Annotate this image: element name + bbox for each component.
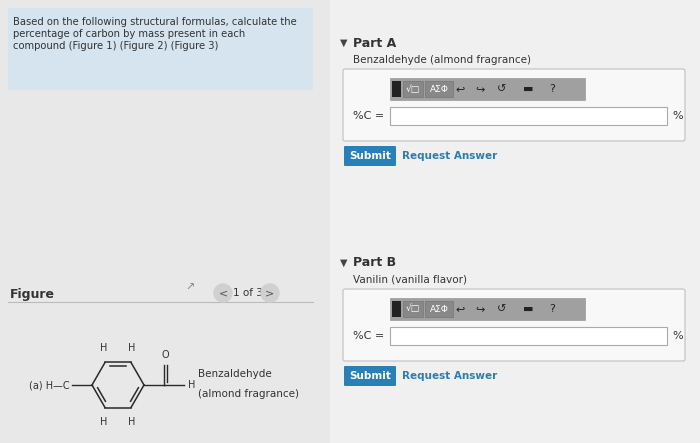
Bar	[330, 0, 700, 443]
Text: H: H	[100, 343, 108, 354]
Text: ▬: ▬	[523, 84, 533, 94]
Text: Based on the following structural formulas, calculate the: Based on the following structural formul…	[13, 17, 297, 27]
Text: H: H	[128, 416, 136, 427]
Text: %: %	[672, 111, 682, 121]
Text: Benzaldehyde: Benzaldehyde	[198, 369, 272, 379]
Text: ?: ?	[549, 84, 555, 94]
FancyBboxPatch shape	[403, 301, 423, 317]
Text: Request Answer: Request Answer	[402, 371, 497, 381]
FancyBboxPatch shape	[425, 81, 453, 97]
Text: ↺: ↺	[497, 84, 507, 94]
Text: >: >	[265, 288, 274, 298]
Text: Part A: Part A	[353, 36, 396, 50]
Text: H: H	[128, 343, 136, 354]
Text: ΑΣΦ: ΑΣΦ	[430, 85, 449, 93]
Text: √□: √□	[406, 85, 420, 93]
Text: H: H	[100, 416, 108, 427]
Text: compound (Figure 1) (Figure 2) (Figure 3): compound (Figure 1) (Figure 2) (Figure 3…	[13, 41, 218, 51]
FancyBboxPatch shape	[343, 69, 685, 141]
Text: %C =: %C =	[353, 111, 384, 121]
Bar	[390, 107, 667, 125]
FancyBboxPatch shape	[344, 366, 396, 386]
Bar	[390, 327, 667, 345]
Text: Submit: Submit	[349, 151, 391, 161]
Text: ↪: ↪	[475, 304, 484, 314]
Bar	[390, 78, 585, 100]
Text: √□: √□	[406, 304, 420, 314]
Text: O: O	[161, 350, 169, 360]
Text: H: H	[188, 380, 195, 390]
Text: ↗: ↗	[185, 283, 195, 293]
Text: ?: ?	[549, 304, 555, 314]
Text: %: %	[672, 331, 682, 341]
Text: Benzaldehyde (almond fragrance): Benzaldehyde (almond fragrance)	[353, 55, 531, 65]
Bar	[392, 81, 401, 97]
Text: ▼: ▼	[340, 38, 347, 48]
FancyBboxPatch shape	[343, 289, 685, 361]
FancyBboxPatch shape	[425, 301, 453, 317]
Bar	[392, 301, 401, 317]
Text: 1 of 3: 1 of 3	[233, 288, 263, 298]
Circle shape	[214, 284, 232, 302]
Text: ↪: ↪	[475, 84, 484, 94]
Circle shape	[261, 284, 279, 302]
Bar	[390, 298, 585, 320]
Text: ▼: ▼	[340, 258, 347, 268]
Text: ↩: ↩	[455, 304, 465, 314]
Text: ΑΣΦ: ΑΣΦ	[430, 304, 449, 314]
Text: Submit: Submit	[349, 371, 391, 381]
Text: Vanilin (vanilla flavor): Vanilin (vanilla flavor)	[353, 275, 467, 285]
Bar	[8, 8, 313, 90]
Text: Figure: Figure	[10, 288, 55, 301]
Text: Part B: Part B	[353, 256, 396, 269]
Text: ↩: ↩	[455, 84, 465, 94]
FancyBboxPatch shape	[344, 146, 396, 166]
FancyBboxPatch shape	[403, 81, 423, 97]
Text: ↺: ↺	[497, 304, 507, 314]
Text: percentage of carbon by mass present in each: percentage of carbon by mass present in …	[13, 29, 245, 39]
Text: (a) H—C: (a) H—C	[29, 380, 70, 390]
Text: %C =: %C =	[353, 331, 384, 341]
Text: <: <	[218, 288, 228, 298]
Text: ▬: ▬	[523, 304, 533, 314]
Text: (almond fragrance): (almond fragrance)	[198, 389, 299, 399]
Text: Request Answer: Request Answer	[402, 151, 497, 161]
